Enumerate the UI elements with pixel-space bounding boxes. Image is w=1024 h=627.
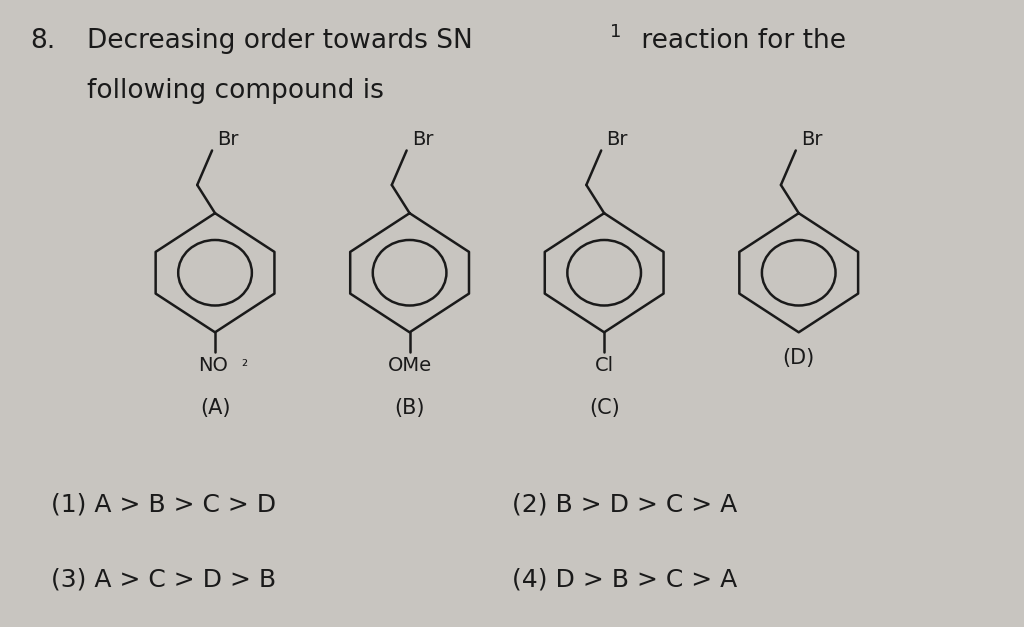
Text: (2) B > D > C > A: (2) B > D > C > A bbox=[512, 492, 737, 516]
Text: following compound is: following compound is bbox=[87, 78, 384, 104]
Text: Decreasing order towards SN: Decreasing order towards SN bbox=[87, 28, 473, 54]
Text: reaction for the: reaction for the bbox=[633, 28, 846, 54]
Text: 1: 1 bbox=[610, 23, 622, 41]
Text: (A): (A) bbox=[200, 398, 230, 418]
Text: (B): (B) bbox=[394, 398, 425, 418]
Text: NO: NO bbox=[198, 356, 228, 375]
Text: Br: Br bbox=[801, 130, 822, 149]
Text: (3) A > C > D > B: (3) A > C > D > B bbox=[51, 567, 276, 591]
Text: Cl: Cl bbox=[595, 356, 613, 375]
Text: (4) D > B > C > A: (4) D > B > C > A bbox=[512, 567, 737, 591]
Text: Br: Br bbox=[217, 130, 239, 149]
Text: (D): (D) bbox=[782, 348, 815, 368]
Text: Br: Br bbox=[606, 130, 628, 149]
Text: Br: Br bbox=[412, 130, 433, 149]
Text: (1) A > B > C > D: (1) A > B > C > D bbox=[51, 492, 276, 516]
Text: OMe: OMe bbox=[387, 356, 432, 375]
Text: 8.: 8. bbox=[31, 28, 56, 54]
Text: (C): (C) bbox=[589, 398, 620, 418]
Text: ₂: ₂ bbox=[242, 354, 248, 369]
